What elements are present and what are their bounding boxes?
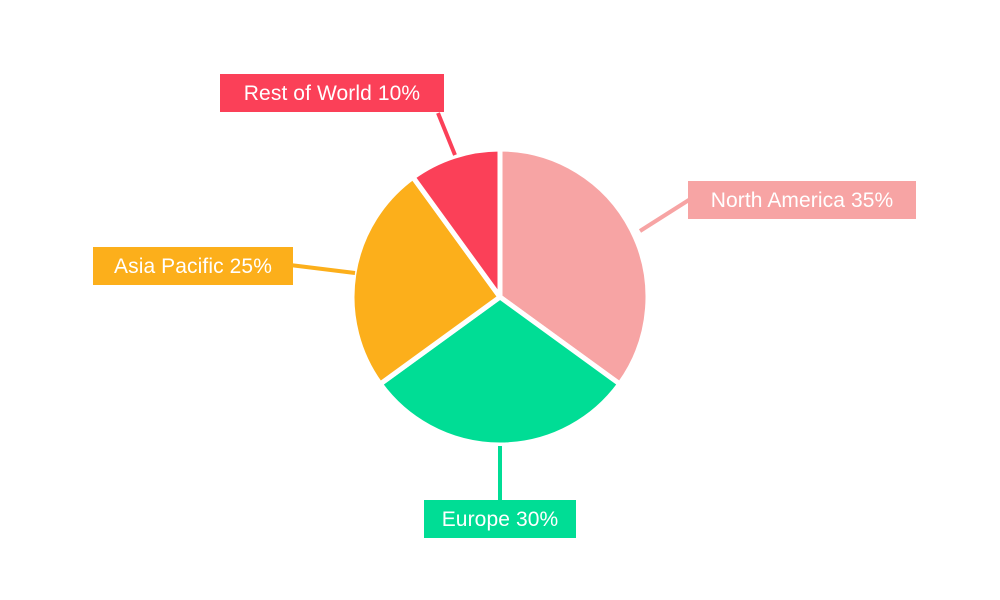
callout-label-rest-of-world-text: Rest of World 10% (243, 81, 421, 105)
callout-label-north-america-text: North America 35% (710, 188, 894, 212)
pie-slice-europe[interactable] (377, 294, 623, 448)
pie-slice-north-america[interactable] (497, 146, 651, 387)
callout-label-europe[interactable]: Europe 30% (424, 500, 576, 538)
pie-slices (349, 146, 651, 448)
callout-leader-lines (289, 112, 694, 502)
callout-label-asia-pacific-text: Asia Pacific 25% (113, 254, 272, 278)
callout-label-north-america[interactable]: North America 35% (688, 181, 916, 219)
callout-label-asia-pacific[interactable]: Asia Pacific 25% (93, 247, 293, 285)
callout-label-rest-of-world[interactable]: Rest of World 10% (220, 74, 444, 112)
leader-line-asia-pacific (289, 263, 356, 275)
leader-line-north-america (638, 196, 694, 233)
leader-line-rest-of-world (436, 112, 457, 156)
pie-slice-rest-of-world[interactable] (410, 146, 503, 300)
callout-label-europe-text: Europe 30% (441, 507, 559, 531)
